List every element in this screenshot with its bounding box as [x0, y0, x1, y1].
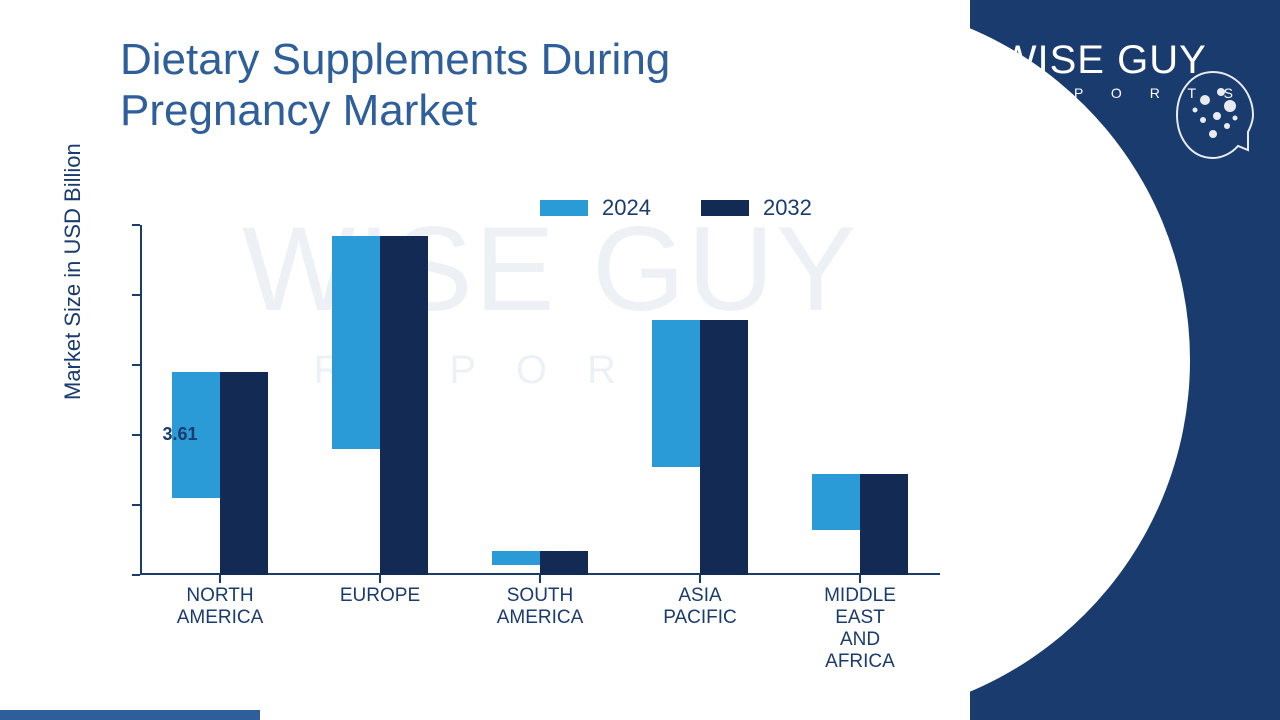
y-tick [132, 294, 140, 296]
bar-group [460, 551, 620, 576]
x-tick [219, 575, 221, 583]
y-tick [132, 224, 140, 226]
y-tick [132, 574, 140, 576]
x-tick [859, 575, 861, 583]
x-axis-label: ASIA PACIFIC [620, 585, 780, 629]
y-tick [132, 434, 140, 436]
legend-label-2032: 2032 [763, 195, 812, 221]
bar [652, 320, 700, 467]
y-tick [132, 504, 140, 506]
bar-group: 3.61 [140, 372, 300, 575]
x-axis-label: EUROPE [300, 585, 460, 607]
legend-item-2024: 2024 [540, 195, 651, 221]
x-axis-label: NORTH AMERICA [140, 585, 300, 629]
bar [860, 474, 908, 576]
legend-item-2032: 2032 [701, 195, 812, 221]
bar [492, 551, 540, 565]
bar-group [780, 474, 940, 576]
bar-chart: 3.61 [110, 225, 940, 575]
x-axis-label: MIDDLE EAST AND AFRICA [780, 585, 940, 672]
legend: 2024 2032 [540, 195, 812, 221]
y-axis-label: Market Size in USD Billion [60, 143, 86, 400]
bar [220, 372, 268, 575]
bar-group [620, 320, 780, 576]
head-dots-icon [1175, 70, 1255, 160]
x-tick [699, 575, 701, 583]
wiseguy-logo: WISE GUY R E P O R T S [999, 40, 1245, 100]
bar [812, 474, 860, 530]
x-axis-labels: NORTH AMERICAEUROPESOUTH AMERICAASIA PAC… [140, 585, 940, 695]
bar-group [300, 236, 460, 576]
x-tick [539, 575, 541, 583]
legend-swatch-2032 [701, 200, 749, 216]
y-tick [132, 364, 140, 366]
x-tick [379, 575, 381, 583]
bar-value-label: 3.61 [140, 424, 220, 449]
bar [700, 320, 748, 576]
legend-label-2024: 2024 [602, 195, 651, 221]
bar [380, 236, 428, 576]
plot-area: 3.61 [140, 225, 940, 575]
bar [540, 551, 588, 576]
legend-swatch-2024 [540, 200, 588, 216]
bar [332, 236, 380, 450]
x-axis-label: SOUTH AMERICA [460, 585, 620, 629]
chart-title: Dietary Supplements During Pregnancy Mar… [120, 35, 820, 136]
accent-bar [0, 710, 260, 720]
